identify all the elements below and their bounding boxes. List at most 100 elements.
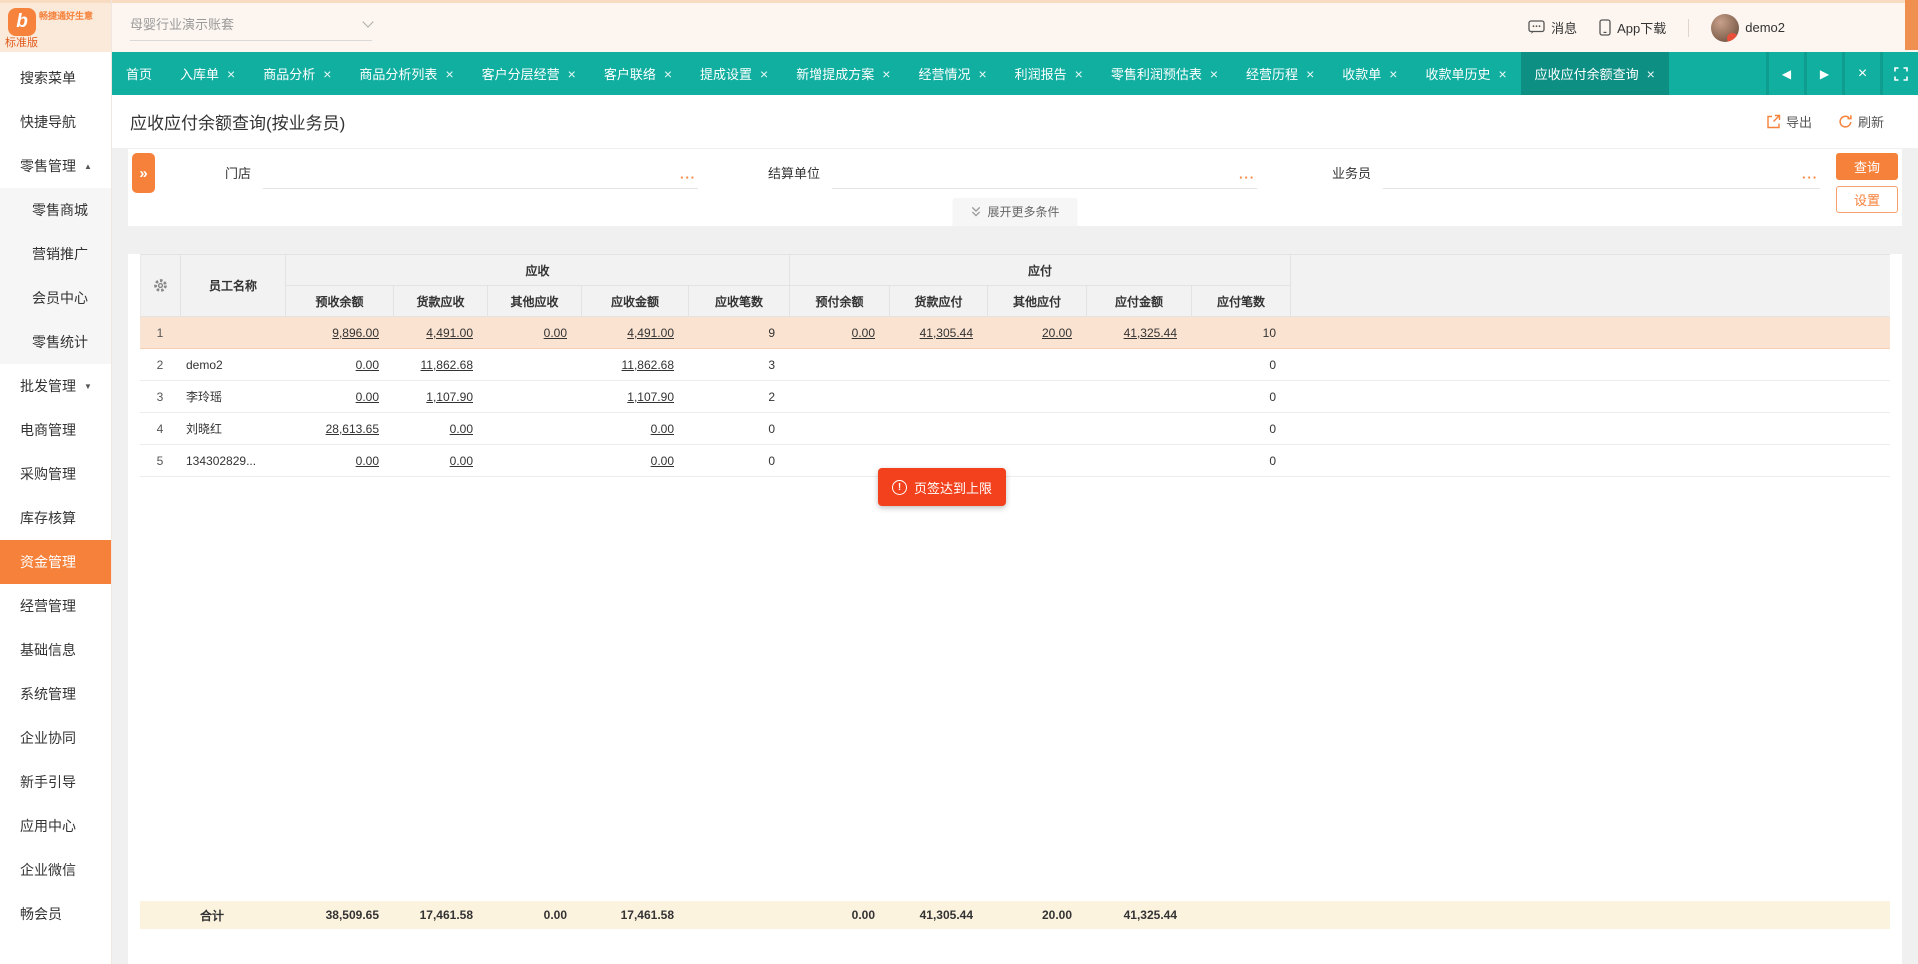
amount-link[interactable]: 11,862.68 <box>621 357 675 372</box>
table-row-3[interactable]: 3 李玲瑶 0.00 1,107.90 1,107.90 2 0 <box>140 381 1890 413</box>
tab-close-icon[interactable]: × <box>1306 65 1315 82</box>
amount-link[interactable]: 0.00 <box>543 325 567 340</box>
tab-close-icon[interactable]: × <box>567 65 576 82</box>
sidebar-item-2[interactable]: 快捷导航 <box>0 100 111 144</box>
expand-more-conditions[interactable]: 展开更多条件 <box>952 198 1078 226</box>
tab-2[interactable]: 入库单 × <box>166 52 249 95</box>
export-button[interactable]: 导出 <box>1766 112 1812 131</box>
query-button[interactable]: 查询 <box>1836 153 1898 180</box>
tab-close-icon[interactable]: × <box>1074 65 1083 82</box>
tab-5[interactable]: 客户分层经营 × <box>468 52 590 95</box>
sidebar-item-12[interactable]: 资金管理 <box>0 540 111 584</box>
sidebar-item-20[interactable]: 畅会员 <box>0 892 111 936</box>
tab-close-icon[interactable]: × <box>663 65 673 82</box>
value-cell <box>987 349 1086 380</box>
sidebar-item-6[interactable]: 会员中心 <box>0 276 111 320</box>
tab-14[interactable]: 收款单历史 × <box>1411 52 1520 95</box>
amount-link[interactable]: 11,862.68 <box>420 357 474 372</box>
amount-link[interactable]: 0.00 <box>355 453 379 468</box>
sidebar-item-7[interactable]: 零售统计 <box>0 320 111 364</box>
tab-10[interactable]: 利润报告 × <box>1001 52 1097 95</box>
tab-11[interactable]: 零售利润预估表 × <box>1097 52 1232 95</box>
sidebar-item-4[interactable]: 零售商城 <box>0 188 111 232</box>
tab-close-icon[interactable]: × <box>1389 65 1398 82</box>
salesperson-input[interactable]: ··· <box>1383 163 1821 189</box>
tab-6[interactable]: 客户联络 × <box>590 52 686 95</box>
amount-link[interactable]: 0.00 <box>355 389 379 404</box>
amount-link[interactable]: 41,325.44 <box>1123 325 1177 340</box>
tab-close-icon[interactable]: × <box>760 65 769 82</box>
tab-close-icon[interactable]: × <box>227 65 236 82</box>
vertical-scrollbar-thumb[interactable] <box>1905 0 1918 50</box>
table-row-2[interactable]: 2 demo2 0.00 11,862.68 11,862.68 3 0 <box>140 349 1890 381</box>
amount-link[interactable]: 4,491.00 <box>426 325 473 340</box>
tab-3[interactable]: 商品分析 × <box>249 52 345 95</box>
sidebar-item-15[interactable]: 系统管理 <box>0 672 111 716</box>
amount-link[interactable]: 0.00 <box>449 421 473 436</box>
tabs-scroll-left-button[interactable]: ◀ <box>1766 52 1804 95</box>
amount-link[interactable]: 9,896.00 <box>332 325 379 340</box>
value-cell: 4,491.00 <box>393 317 487 348</box>
amount-link[interactable]: 20.00 <box>1041 325 1072 340</box>
tab-close-icon[interactable]: × <box>1498 65 1507 82</box>
amount-link[interactable]: 0.00 <box>355 357 379 372</box>
settlement-unit-input[interactable]: ··· <box>832 163 1258 189</box>
sidebar-item-14[interactable]: 基础信息 <box>0 628 111 672</box>
column-settings-button[interactable] <box>141 255 181 317</box>
collapse-filter-button[interactable]: » <box>132 153 155 193</box>
sidebar-item-8[interactable]: 批发管理 ▼ <box>0 364 111 408</box>
amount-link[interactable]: 1,107.90 <box>426 389 473 404</box>
sidebar-item-16[interactable]: 企业协同 <box>0 716 111 760</box>
tab-15[interactable]: 应收应付余额查询 × <box>1520 52 1669 95</box>
amount-link[interactable]: 28,613.65 <box>325 421 379 436</box>
amount-link[interactable]: 0.00 <box>650 421 674 436</box>
refresh-button[interactable]: 刷新 <box>1838 112 1884 131</box>
app-download-button[interactable]: App下载 <box>1599 18 1666 37</box>
sidebar-item-13[interactable]: 经营管理 <box>0 584 111 628</box>
table-row-5[interactable]: 5 134302829... 0.00 0.00 0.00 0 0 <box>140 445 1890 477</box>
amount-link[interactable]: 41,305.44 <box>919 325 973 340</box>
close-tabs-button[interactable]: × <box>1842 52 1880 95</box>
tab-close-icon[interactable]: × <box>978 65 987 82</box>
tabs-scroll-right-button[interactable]: ▶ <box>1804 52 1842 95</box>
settlement-unit-picker-icon[interactable]: ··· <box>1239 170 1256 185</box>
store-picker-icon[interactable]: ··· <box>680 170 697 185</box>
tab-close-icon[interactable]: × <box>882 65 891 82</box>
tab-close-icon[interactable]: × <box>445 65 454 82</box>
sidebar-item-1[interactable]: 搜索菜单 <box>0 56 111 100</box>
sidebar-item-9[interactable]: 电商管理 <box>0 408 111 452</box>
sidebar-item-5[interactable]: 营销推广 <box>0 232 111 276</box>
table-row-4[interactable]: 4 刘晓红 28,613.65 0.00 0.00 0 0 <box>140 413 1890 445</box>
tab-close-icon[interactable]: × <box>323 65 332 82</box>
tab-close-icon[interactable]: × <box>1646 65 1655 82</box>
sidebar-item-11[interactable]: 库存核算 <box>0 496 111 540</box>
tab-1[interactable]: 首页 <box>112 52 166 95</box>
horizontal-scroll-area[interactable] <box>140 929 1890 964</box>
tab-close-icon[interactable]: × <box>1209 65 1219 82</box>
tab-8[interactable]: 新增提成方案 × <box>782 52 904 95</box>
amount-link[interactable]: 1,107.90 <box>627 389 674 404</box>
amount-link[interactable]: 4,491.00 <box>627 325 674 340</box>
table-row-1[interactable]: 1 9,896.00 4,491.00 0.00 4,491.00 9 0.00 41,305… <box>140 317 1890 349</box>
user-menu[interactable]: demo2 <box>1711 13 1785 42</box>
tab-13[interactable]: 收款单 × <box>1328 52 1411 95</box>
tab-7[interactable]: 提成设置 × <box>686 52 782 95</box>
sidebar-item-10[interactable]: 采购管理 <box>0 452 111 496</box>
amount-link[interactable]: 0.00 <box>449 453 473 468</box>
tab-12[interactable]: 经营历程 × <box>1232 52 1328 95</box>
amount-link[interactable]: 0.00 <box>650 453 674 468</box>
messages-button[interactable]: 消息 <box>1528 18 1577 37</box>
sidebar-item-18[interactable]: 应用中心 <box>0 804 111 848</box>
sidebar-item-3[interactable]: 零售管理 ▲ <box>0 144 111 188</box>
sidebar-item-17[interactable]: 新手引导 <box>0 760 111 804</box>
tab-4[interactable]: 商品分析列表 × <box>345 52 467 95</box>
sidebar-item-19[interactable]: 企业微信 <box>0 848 111 892</box>
sidebar-item-label: 经营管理 <box>20 598 76 614</box>
store-input[interactable]: ··· <box>263 163 699 189</box>
tab-9[interactable]: 经营情况 × <box>904 52 1000 95</box>
fullscreen-button[interactable] <box>1880 52 1918 95</box>
settings-button[interactable]: 设置 <box>1836 186 1898 213</box>
amount-link[interactable]: 0.00 <box>851 325 875 340</box>
salesperson-picker-icon[interactable]: ··· <box>1802 170 1819 185</box>
account-selector[interactable]: 母婴行业演示账套 <box>130 14 374 41</box>
